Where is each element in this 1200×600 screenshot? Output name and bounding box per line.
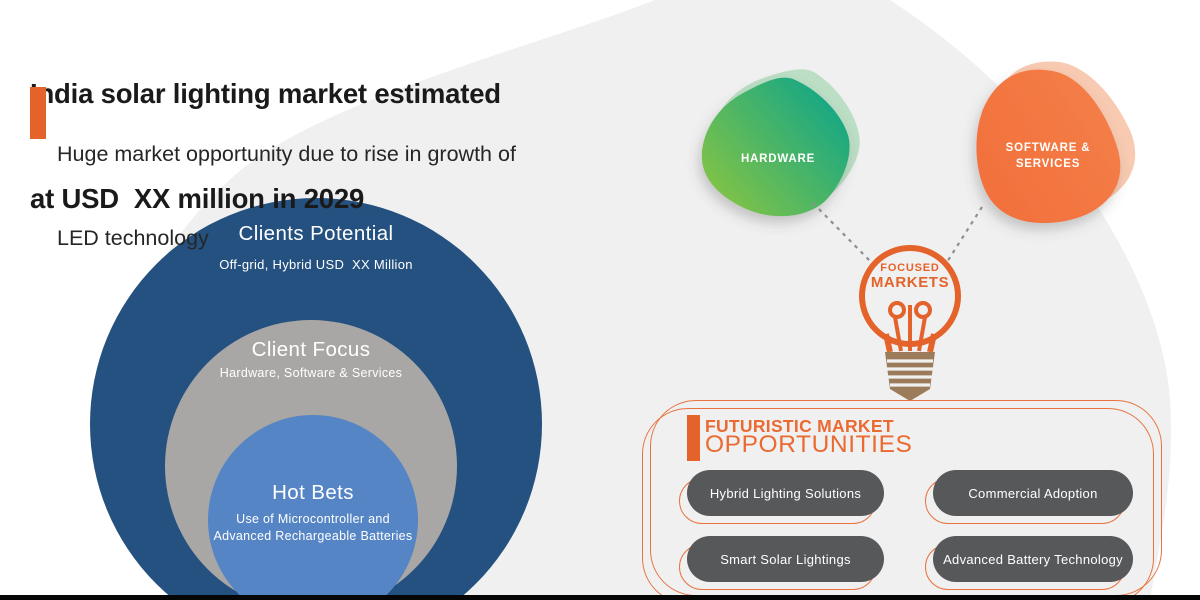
opportunities-accent-bar <box>687 415 700 461</box>
bulb-filament-right <box>917 316 927 352</box>
hardware-connector-line <box>812 202 873 264</box>
client-focus-label: Client Focus <box>251 338 371 361</box>
subtitle-block: Huge market opportunity due to rise in g… <box>30 84 516 308</box>
bulb-neck-left <box>883 333 893 353</box>
software-blob-shadow <box>988 61 1136 215</box>
opportunity-pill-hybrid-lighting: Hybrid Lighting Solutions <box>687 470 884 516</box>
opportunities-title-line2: OPPORTUNITIES <box>705 431 913 458</box>
hot-bets-sub-line2: Advanced Rechargeable Batteries <box>213 529 413 543</box>
subtitle-line2: LED technology <box>57 226 209 250</box>
client-focus-sub: Hardware, Software & Services <box>219 366 403 380</box>
bulb-base <box>885 352 935 401</box>
hot-bets-sub-line1: Use of Microcontroller and <box>236 512 390 526</box>
bulb-neck-right <box>927 333 937 353</box>
opportunity-pill-advanced-battery: Advanced Battery Technology <box>933 536 1133 582</box>
subtitle-accent-bar <box>30 87 46 139</box>
opportunity-pill-smart-solar: Smart Solar Lightings <box>687 536 884 582</box>
bulb-filament-left <box>893 316 903 352</box>
focused-markets-label-line1: FOCUSED <box>880 262 940 274</box>
subtitle-line1: Huge market opportunity due to rise in g… <box>57 142 516 166</box>
hardware-label: HARDWARE <box>740 153 816 165</box>
subtitle-text: Huge market opportunity due to rise in g… <box>57 84 516 308</box>
software-connector-line <box>946 206 983 263</box>
hot-bets-label: Hot Bets <box>272 481 354 504</box>
software-services-label-line2: SERVICES <box>1015 158 1081 170</box>
software-services-label-line1: SOFTWARE & <box>1005 142 1091 154</box>
hardware-blob-shadow <box>711 69 860 208</box>
bulb-filament-loop-right <box>914 301 932 319</box>
bulb-filament-loop-left <box>888 301 906 319</box>
focused-markets-label-line2: MARKETS <box>870 274 950 291</box>
opportunity-pill-commercial-adoption: Commercial Adoption <box>933 470 1133 516</box>
hardware-blob <box>701 77 850 217</box>
bottom-bar <box>0 595 1200 600</box>
